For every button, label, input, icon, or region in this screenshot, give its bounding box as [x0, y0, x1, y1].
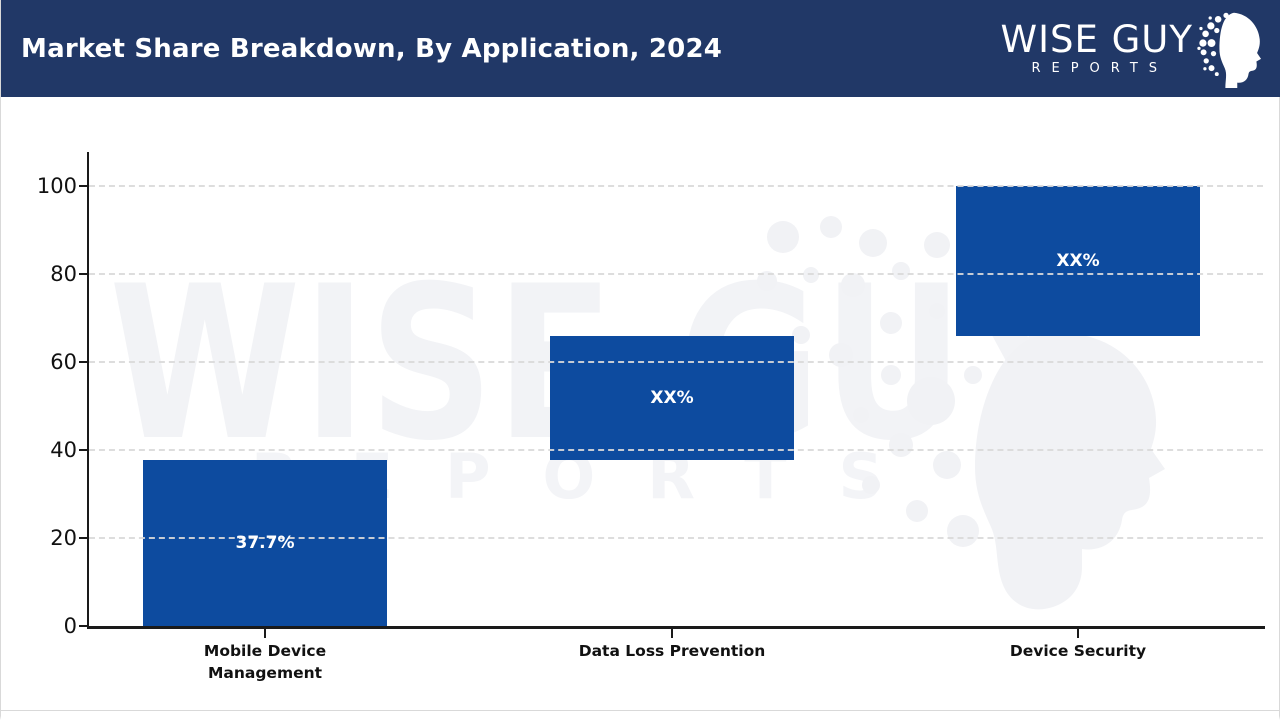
y-tick-mark-60 [79, 361, 88, 363]
watermark-face-icon [757, 216, 1165, 610]
x-category-label: Data Loss Prevention [578, 642, 766, 660]
y-axis-spine [87, 152, 89, 629]
x-category-label: Device Security [1009, 642, 1147, 660]
logo-subtitle: REPORTS [1031, 61, 1169, 77]
y-tick-label-0: 0 [63, 614, 77, 638]
y-tick-label-100: 100 [36, 174, 77, 198]
y-tick-mark-80 [79, 273, 88, 275]
logo-text: WISE GUY REPORTS [1000, 17, 1193, 77]
gridline-20 [89, 537, 1263, 539]
header-bar: Market Share Breakdown, By Application, … [1, 0, 1280, 97]
bar-segment [550, 336, 794, 460]
bar-value-label: XX% [1056, 251, 1100, 271]
y-tick-label-20: 20 [50, 526, 77, 550]
logo-face-icon [1197, 12, 1262, 88]
bar-value-label: 37.7% [235, 533, 295, 553]
bar-segment [143, 460, 387, 626]
gridline-100 [89, 185, 1263, 187]
gridline-40 [89, 449, 1263, 451]
page-title: Market Share Breakdown, By Application, … [21, 33, 723, 64]
bar-value-label: XX% [650, 388, 694, 408]
bar-segment [956, 186, 1200, 336]
y-tick-label-60: 60 [50, 350, 77, 374]
y-tick-mark-20 [79, 537, 88, 539]
x-category-label: Mobile Device Management [203, 642, 327, 682]
y-tick-mark-0 [79, 625, 88, 627]
gridline-80 [89, 273, 1263, 275]
x-tick-mark [1077, 629, 1079, 638]
logo-wordmark: WISE GUY [1000, 17, 1193, 61]
wise-guy-logo: WISE GUY REPORTS [1001, 10, 1263, 88]
x-tick-mark [671, 629, 673, 638]
y-tick-label-40: 40 [50, 438, 77, 462]
x-axis-spine [87, 626, 1265, 629]
y-tick-mark-40 [79, 449, 88, 451]
y-tick-label-80: 80 [50, 262, 77, 286]
y-tick-mark-100 [79, 185, 88, 187]
gridline-60 [89, 361, 1263, 363]
x-tick-mark [264, 629, 266, 638]
